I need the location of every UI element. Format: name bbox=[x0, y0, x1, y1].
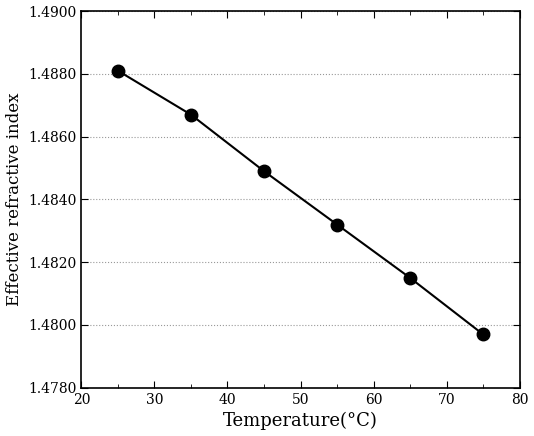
Y-axis label: Effective refractive index: Effective refractive index bbox=[5, 93, 22, 306]
X-axis label: Temperature(°C): Temperature(°C) bbox=[223, 412, 378, 430]
